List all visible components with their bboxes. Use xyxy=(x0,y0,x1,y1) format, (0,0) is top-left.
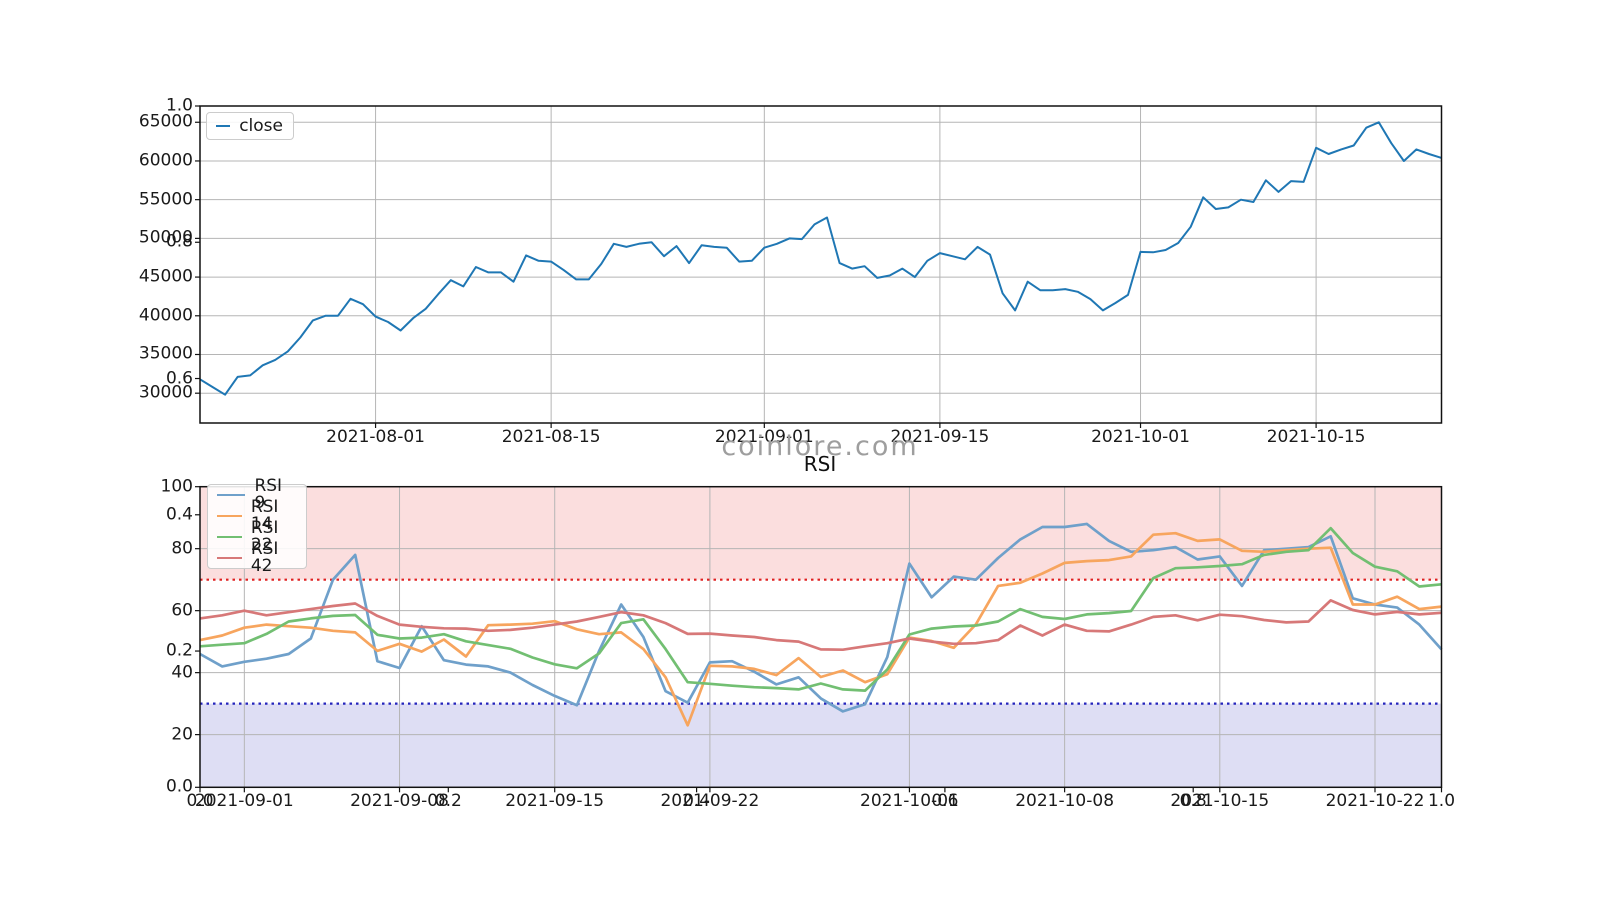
legend-item-close: close xyxy=(216,117,283,135)
rsi-x-tick-label: 2021-09-08 xyxy=(350,791,449,811)
price-y-tick-label: 30000 xyxy=(138,382,193,403)
legend-item-rsi9: RSI 9 xyxy=(217,478,296,512)
price-y-tick-label: 35000 xyxy=(138,343,193,364)
rsi-x-tick-label: 2021-10-08 xyxy=(1015,791,1115,811)
legend-label: RSI 14 xyxy=(250,497,279,534)
price-x-tick-label: 2021-08-15 xyxy=(501,427,601,447)
overlay-x-tick-label: 0.6 xyxy=(931,791,959,811)
watermark: coinlore.com xyxy=(721,431,919,462)
price-chart-legend: close xyxy=(206,112,294,140)
overlay-x-tick-label: 0.8 xyxy=(1179,791,1207,811)
overlay-y-tick-label: 0.6 xyxy=(165,368,193,389)
overlay-y-tick-label: 0.8 xyxy=(165,231,193,252)
close-line-sample-icon xyxy=(216,125,231,127)
rsi-x-tick-label: 2021-10-15 xyxy=(1170,791,1270,811)
rsi14-line-sample-icon xyxy=(217,515,242,517)
rsi-x-tick-label: 2021-09-15 xyxy=(505,791,605,811)
overlay-x-tick-label: 0.0 xyxy=(186,791,214,811)
rsi-y-tick-label: 40 xyxy=(171,662,193,683)
rsi42-line-sample-icon xyxy=(217,557,242,559)
price-x-tick-label: 2021-08-01 xyxy=(326,427,425,447)
rsi-chart-title: RSI xyxy=(803,452,837,476)
legend-label: RSI 22 xyxy=(250,518,279,555)
overlay-y-tick-label: 1.0 xyxy=(165,95,193,116)
rsi22-line-sample-icon xyxy=(217,536,242,538)
overlay-y-tick-label: 0.2 xyxy=(165,640,193,661)
overlay-x-tick-label: 0.4 xyxy=(683,791,711,811)
overlay-x-tick-label: 0.2 xyxy=(434,791,462,811)
legend-label: RSI 9 xyxy=(254,476,283,513)
rsi-x-tick-label: 2021-09-22 xyxy=(660,791,760,811)
price-x-tick-label: 2021-10-01 xyxy=(1091,427,1190,447)
legend-item-rsi42: RSI 42 xyxy=(217,541,296,575)
overlay-y-tick-label: 0.4 xyxy=(165,504,193,525)
price-y-tick-label: 40000 xyxy=(138,305,193,326)
price-y-tick-label: 45000 xyxy=(138,266,193,287)
rsi-y-tick-label: 20 xyxy=(171,724,193,745)
price-y-tick-label: 50000 xyxy=(138,227,193,248)
legend-item-rsi22: RSI 22 xyxy=(217,520,296,554)
price-x-tick-label: 2021-09-15 xyxy=(890,427,990,447)
rsi-chart-legend: RSI 9 RSI 14 RSI 22 RSI 42 xyxy=(207,478,307,575)
rsi-y-tick-label: 60 xyxy=(171,600,193,621)
price-y-tick-label: 60000 xyxy=(138,150,193,171)
price-y-tick-label: 65000 xyxy=(138,111,193,132)
legend-label: RSI 42 xyxy=(250,539,279,576)
rsi-y-tick-label: 80 xyxy=(171,538,193,559)
price-x-tick-label: 2021-10-15 xyxy=(1266,427,1366,447)
price-y-tick-label: 55000 xyxy=(138,189,193,210)
overlay-x-tick-label: 1.0 xyxy=(1427,791,1456,811)
overlay-y-tick-label: 0.0 xyxy=(165,776,193,797)
rsi-y-tick-label: 100 xyxy=(160,476,193,497)
rsi-x-tick-label: 2021-09-01 xyxy=(194,791,294,811)
rsi9-line-sample-icon xyxy=(217,494,246,496)
rsi-x-tick-label: 2021-10-22 xyxy=(1325,791,1425,811)
price-x-tick-label: 2021-09-01 xyxy=(714,427,814,447)
legend-item-rsi14: RSI 14 xyxy=(217,499,296,533)
rsi-x-tick-label: 2021-10-01 xyxy=(860,791,959,811)
legend-label: close xyxy=(239,115,283,136)
